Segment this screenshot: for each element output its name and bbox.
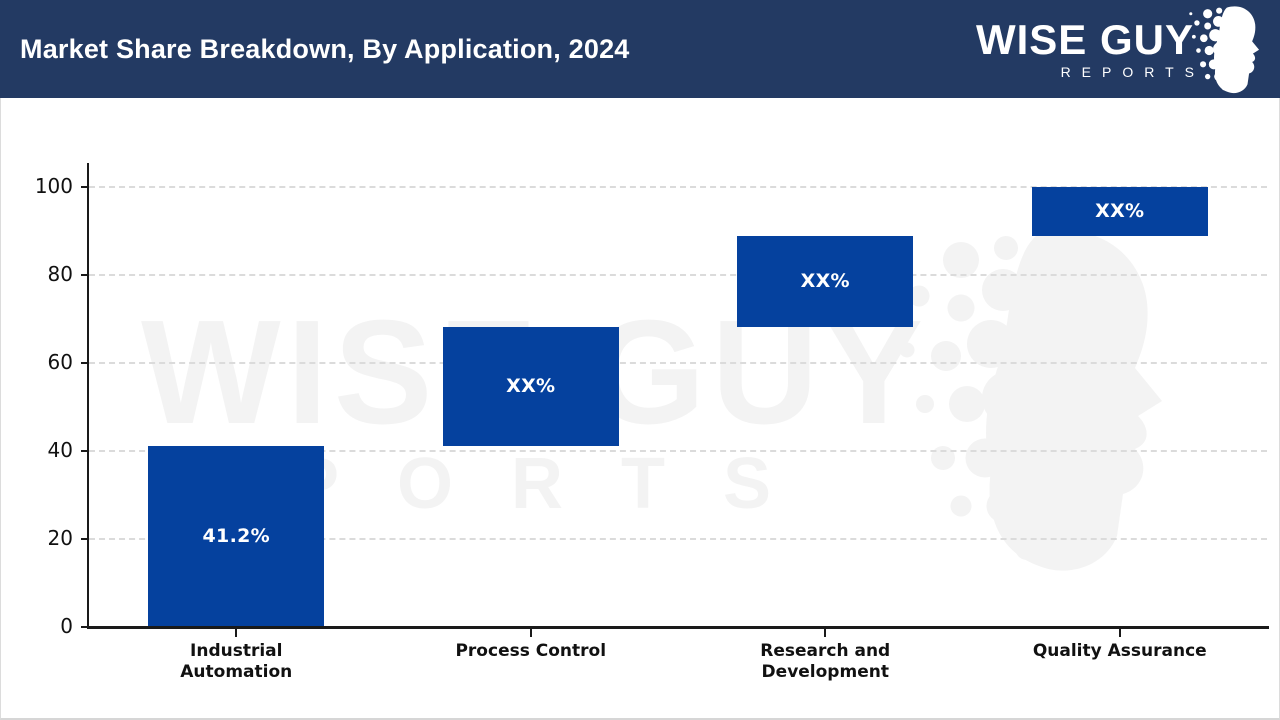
y-tick-label: 0 (60, 614, 73, 638)
x-category-label-line: Development (761, 662, 889, 682)
x-category-label-line: Research and (760, 641, 891, 661)
x-axis-line (87, 626, 1269, 629)
gridline-40 (89, 450, 1267, 452)
bar-3: XX% (737, 235, 914, 327)
chart-canvas: WISE GUY PORTS 0 20 40 60 80 100 41.2% Industri… (0, 98, 1280, 720)
x-tick-mark (1118, 629, 1121, 637)
brand-logo: WISE GUY REPORTS (976, 3, 1266, 95)
page-title: Market Share Breakdown, By Application, … (20, 33, 630, 64)
header-bar: Market Share Breakdown, By Application, … (0, 0, 1280, 98)
gridline-60 (89, 362, 1267, 364)
y-tick-label: 60 (47, 350, 73, 374)
y-tick-mark (81, 450, 89, 452)
y-tick-label: 40 (47, 438, 73, 462)
bar-2: XX% (442, 326, 619, 446)
x-category-label: Industrial Automation (96, 641, 376, 683)
watermark-face-icon (899, 231, 1162, 571)
y-tick-mark (81, 186, 89, 188)
y-tick-label: 100 (34, 174, 73, 198)
y-tick-label: 20 (47, 526, 73, 550)
x-category-label-line: Automation (180, 662, 293, 682)
brand-subtitle: REPORTS (1060, 64, 1205, 80)
y-tick-mark (81, 362, 89, 364)
gridline-100 (89, 186, 1267, 188)
y-tick-mark (81, 274, 89, 276)
wiseguy-face-logo-icon (1189, 6, 1260, 94)
y-axis-line (87, 162, 89, 629)
brand-name: WISE GUY (975, 16, 1194, 63)
bar-value-label: XX% (800, 270, 850, 293)
x-category-label: Quality Assurance (980, 641, 1260, 662)
y-tick-label: 80 (47, 262, 73, 286)
bar-4: XX% (1031, 187, 1208, 236)
bar-1: 41.2% (148, 445, 325, 627)
watermark-text-line2: PORTS (291, 444, 830, 524)
bar-value-label: XX% (506, 375, 556, 398)
x-category-label-line: Process Control (455, 641, 607, 661)
gridline-20 (89, 538, 1267, 540)
x-category-label: Research and Development (685, 641, 965, 683)
bar-value-label: XX% (1095, 200, 1145, 223)
x-category-label: Process Control (391, 641, 671, 662)
x-tick-mark (529, 629, 532, 637)
gridline-80 (89, 274, 1267, 276)
x-tick-mark (824, 629, 827, 637)
y-tick-mark (81, 538, 89, 540)
x-category-label-line: Industrial (190, 641, 283, 661)
y-tick-mark (81, 626, 89, 628)
bar-value-label: 41.2% (202, 525, 270, 548)
x-tick-mark (235, 629, 238, 637)
brand-text: WISE GUY REPORTS (975, 16, 1194, 80)
x-category-label-line: Quality Assurance (1032, 641, 1207, 661)
